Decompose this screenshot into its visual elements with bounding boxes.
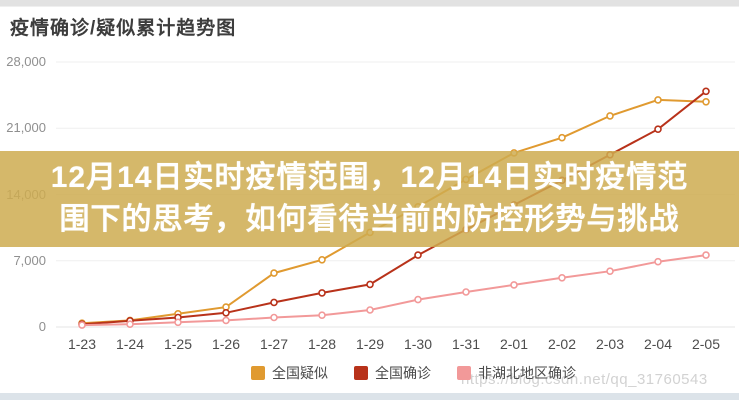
data-point-non-hubei-confirmed	[366, 306, 374, 314]
data-point-suspected	[270, 269, 278, 277]
series-line-non-hubei-confirmed	[81, 254, 707, 327]
data-point-confirmed	[222, 308, 230, 317]
data-point-non-hubei-confirmed	[414, 295, 422, 304]
y-axis-tick: 21,000	[6, 120, 46, 136]
chart-legend: 全国疑似 全国确诊 非湖北地区确诊	[251, 363, 576, 383]
x-axis-tick: 2-04	[643, 336, 673, 352]
data-point-confirmed	[702, 87, 710, 96]
data-point-suspected	[654, 96, 662, 104]
headline-banner: 12月14日实时疫情范围，12月14日实时疫情范 围下的思考，如何看待当前的防控…	[0, 151, 739, 247]
x-axis-tick: 2-01	[499, 336, 529, 352]
data-point-suspected	[606, 112, 614, 120]
data-point-confirmed	[318, 289, 326, 297]
x-axis-tick: 1-28	[307, 336, 337, 352]
legend-label: 全国疑似	[272, 365, 328, 381]
legend-label: 非湖北地区确诊	[478, 365, 576, 381]
watermark-text: https://blog.csdn.net/qq_31760543	[461, 371, 708, 388]
x-axis-tick: 1-27	[259, 336, 289, 352]
x-axis-tick: 1-26	[211, 336, 241, 352]
data-point-non-hubei-confirmed	[510, 281, 518, 289]
legend-swatch-icon	[457, 366, 471, 380]
data-point-suspected	[558, 133, 566, 142]
data-point-non-hubei-confirmed	[318, 311, 326, 320]
x-axis-tick: 1-24	[115, 336, 145, 352]
legend-item-confirmed[interactable]: 全国确诊	[354, 363, 431, 383]
x-axis-tick: 1-29	[355, 336, 385, 352]
y-axis-tick: 28,000	[6, 54, 46, 69]
data-point-non-hubei-confirmed	[222, 316, 230, 325]
data-point-non-hubei-confirmed	[606, 267, 614, 276]
data-point-non-hubei-confirmed	[174, 318, 182, 327]
data-point-non-hubei-confirmed	[126, 320, 134, 329]
x-axis-tick: 2-03	[595, 336, 625, 352]
bottom-strip	[0, 393, 739, 400]
legend-label: 全国确诊	[375, 365, 431, 381]
legend-item-non-hubei-confirmed[interactable]: 非湖北地区确诊	[457, 363, 576, 383]
x-axis-tick: 1-31	[451, 336, 481, 352]
data-point-confirmed	[414, 251, 422, 259]
data-point-non-hubei-confirmed	[654, 257, 662, 266]
x-axis-tick: 1-23	[67, 336, 97, 352]
data-point-confirmed	[366, 280, 374, 289]
legend-item-suspected[interactable]: 全国疑似	[251, 363, 328, 383]
y-axis-tick: 7,000	[13, 252, 46, 268]
data-point-non-hubei-confirmed	[270, 313, 278, 322]
data-point-confirmed	[654, 125, 662, 133]
headline-line-1: 12月14日实时疫情范围，12月14日实时疫情范	[50, 161, 689, 194]
data-point-non-hubei-confirmed	[558, 273, 566, 282]
data-point-non-hubei-confirmed	[462, 288, 470, 296]
data-point-suspected	[318, 255, 326, 264]
data-point-confirmed	[270, 298, 278, 307]
legend-swatch-icon	[354, 366, 368, 380]
data-point-suspected	[702, 98, 710, 106]
data-point-non-hubei-confirmed	[702, 251, 710, 259]
data-point-non-hubei-confirmed	[78, 321, 86, 329]
top-strip	[0, 0, 739, 7]
x-axis-tick: 2-05	[691, 336, 721, 352]
y-axis-tick: 0	[38, 319, 46, 334]
x-axis-tick: 2-02	[547, 336, 577, 352]
x-axis-tick: 1-30	[403, 336, 433, 352]
legend-swatch-icon	[251, 366, 265, 380]
x-axis-tick: 1-25	[163, 336, 193, 352]
chart-title: 疫情确诊/疑似累计趋势图	[10, 18, 237, 39]
headline-line-2: 围下的思考，如何看待当前的防控形势与挑战	[59, 203, 680, 236]
